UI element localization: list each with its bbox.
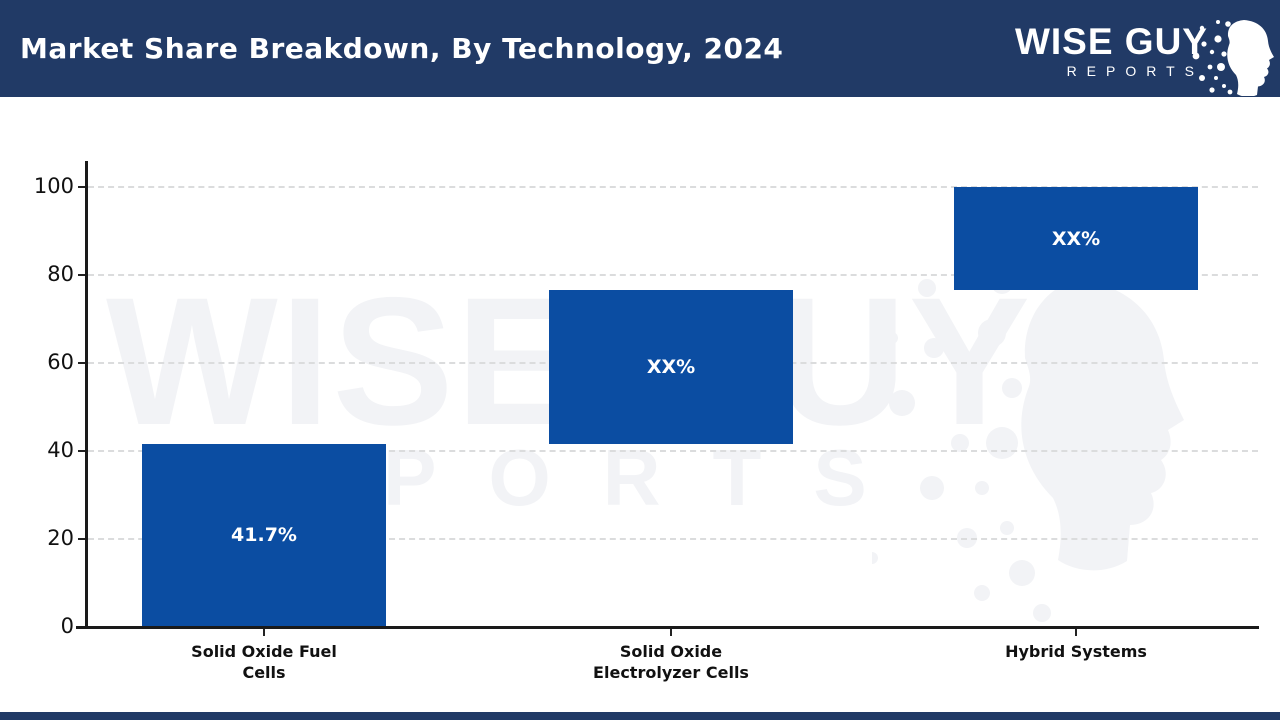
y-gridline [88,450,1258,452]
y-tick-mark [78,538,86,540]
x-category-label: Solid Oxide Electrolyzer Cells [511,641,831,683]
logo-reports-text: REPORTS [1066,63,1204,79]
bar-segment-1 [142,443,386,627]
y-tick-mark [78,450,86,452]
y-tick-mark [78,274,86,276]
x-category-label-line: Solid Oxide Fuel [191,642,337,661]
bar-value-label: XX% [646,355,696,378]
bar-value-label: XX% [1051,227,1101,250]
y-gridline [88,538,1258,540]
x-tick-mark [670,629,672,636]
y-gridline [88,274,1258,276]
y-tick-label: 100 [33,174,74,198]
x-category-label-line: Solid Oxide [619,642,723,661]
y-tick-label: 0 [60,614,74,638]
y-tick-label: 60 [47,350,74,374]
y-gridline [88,186,1258,188]
page-title: Market Share Breakdown, By Technology, 2… [20,32,784,65]
x-category-label-line: Cells [242,663,286,682]
wise-guy-logo: WISE GUY REPORTS [1014,8,1274,96]
logo-face-icon [1192,20,1274,96]
x-tick-mark [1075,629,1077,636]
y-tick-mark [78,186,86,188]
y-tick-label: 40 [47,438,74,462]
bar-segment-2 [549,290,793,444]
bar-value-label: 41.7% [231,524,297,547]
x-tick-mark [263,629,265,636]
x-category-label-line: Hybrid Systems [1005,642,1147,661]
y-axis-line [85,161,88,629]
logo-wiseguy-text: WISE GUY [1014,21,1208,62]
y-tick-label: 80 [47,262,74,286]
x-category-label: Hybrid Systems [916,641,1236,662]
x-category-label-line: Electrolyzer Cells [593,663,749,682]
footer-bar [0,712,1280,720]
x-category-label: Solid Oxide Fuel Cells [104,641,424,683]
y-tick-mark [78,362,86,364]
x-axis-line [76,626,1259,629]
bar-segment-3 [954,187,1198,291]
y-tick-label: 20 [47,526,74,550]
header-banner: Market Share Breakdown, By Technology, 2… [0,0,1280,97]
